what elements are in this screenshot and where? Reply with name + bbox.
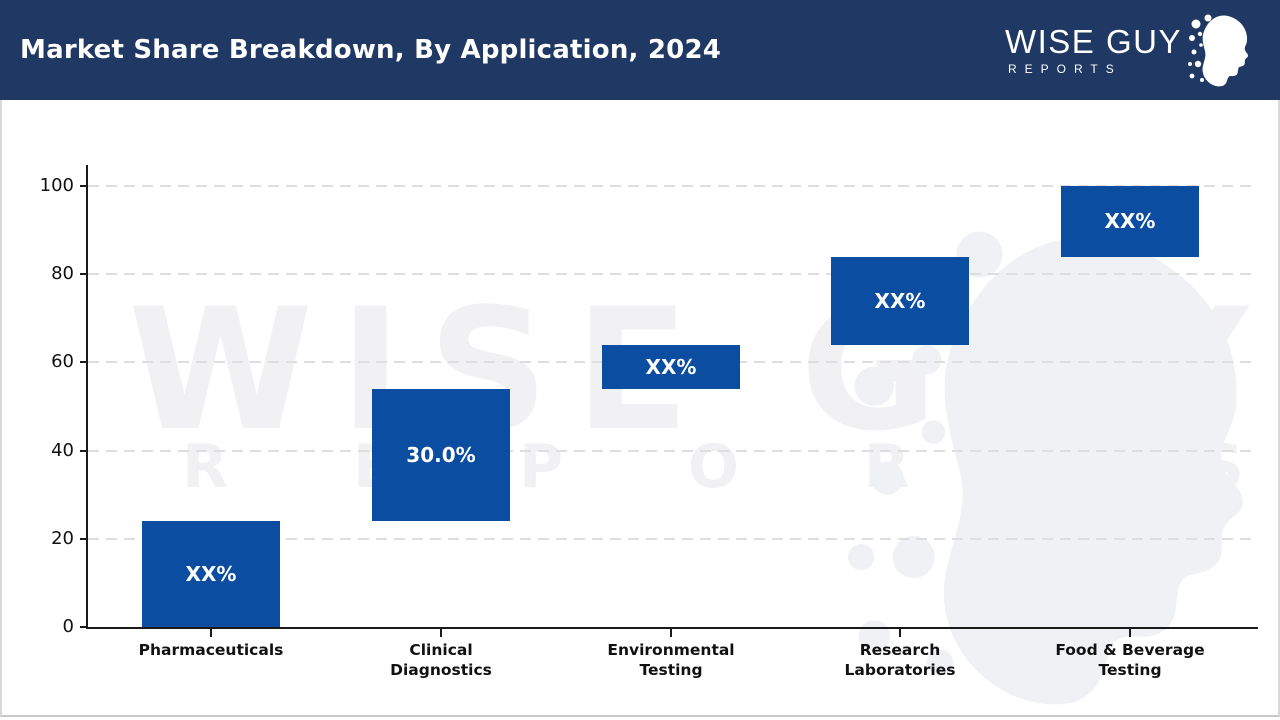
header-bar: Market Share Breakdown, By Application, … — [0, 0, 1280, 100]
x-tick-label-1: Clinical Diagnostics — [326, 640, 556, 680]
x-tick-label-line: Clinical — [409, 641, 473, 659]
y-tick-40 — [80, 449, 88, 452]
bar-research-laboratories: XX% — [831, 256, 969, 345]
x-tick-label-4: Food & Beverage Testing — [1015, 640, 1245, 680]
logo-wordmark: WISE GUY — [1004, 23, 1182, 60]
y-tick-label-60: 60 — [51, 351, 74, 373]
x-tick-label-line: Testing — [1098, 661, 1162, 679]
y-tick-label-100: 100 — [39, 175, 74, 196]
bar-food-beverage-testing: XX% — [1061, 186, 1199, 257]
x-tick-0 — [210, 629, 212, 637]
y-axis-line — [86, 165, 88, 629]
x-tick-3 — [899, 629, 901, 637]
logo-subtext: REPORTS — [1007, 62, 1122, 76]
bar-clinical-diagnostics: 30.0% — [372, 388, 510, 522]
y-tick-label-80: 80 — [51, 263, 74, 285]
gridline-80 — [88, 273, 1258, 276]
x-tick-label-3: Research Laboratories — [785, 640, 1015, 680]
x-tick-label-line: Food & Beverage — [1055, 641, 1205, 659]
face-profile-dots-icon — [1188, 14, 1249, 87]
gridline-40 — [88, 449, 1258, 452]
y-tick-20 — [80, 537, 88, 540]
x-tick-label-line: Testing — [639, 661, 703, 679]
x-tick-label-line: Research — [859, 641, 941, 659]
bar-pharmaceuticals: XX% — [142, 521, 280, 627]
wise-guy-reports-logo: WISE GUY REPORTS — [1005, 12, 1254, 88]
bar-value-label: 30.0% — [406, 443, 476, 467]
y-tick-60 — [80, 361, 88, 364]
bar-environmental-testing: XX% — [602, 344, 740, 389]
x-tick-4 — [1129, 629, 1131, 637]
y-tick-label-40: 40 — [51, 439, 74, 461]
bar-value-label: XX% — [185, 562, 237, 587]
x-axis-line — [86, 627, 1258, 629]
x-tick-label-0: Pharmaceuticals — [96, 640, 326, 660]
logo-text: WISE GUY REPORTS — [1005, 25, 1182, 75]
x-tick-label-line: Diagnostics — [390, 661, 492, 679]
x-tick-label-line: Environmental — [607, 641, 735, 659]
y-tick-0 — [80, 626, 88, 628]
x-tick-2 — [670, 629, 672, 637]
y-tick-label-0: 0 — [62, 616, 74, 637]
x-tick-label-line: Laboratories — [844, 661, 956, 679]
bar-value-label: XX% — [1104, 209, 1156, 234]
x-tick-label-2: Environmental Testing — [556, 640, 786, 680]
gridline-100 — [88, 185, 1258, 187]
page-title: Market Share Breakdown, By Application, … — [20, 35, 722, 65]
bar-value-label: XX% — [645, 354, 697, 379]
y-tick-80 — [80, 273, 88, 276]
bar-value-label: XX% — [874, 288, 926, 313]
x-tick-label-line: Pharmaceuticals — [138, 641, 284, 659]
y-tick-100 — [80, 185, 88, 187]
gridline-20 — [88, 537, 1258, 540]
x-tick-1 — [440, 629, 442, 637]
y-tick-label-20: 20 — [51, 527, 74, 549]
